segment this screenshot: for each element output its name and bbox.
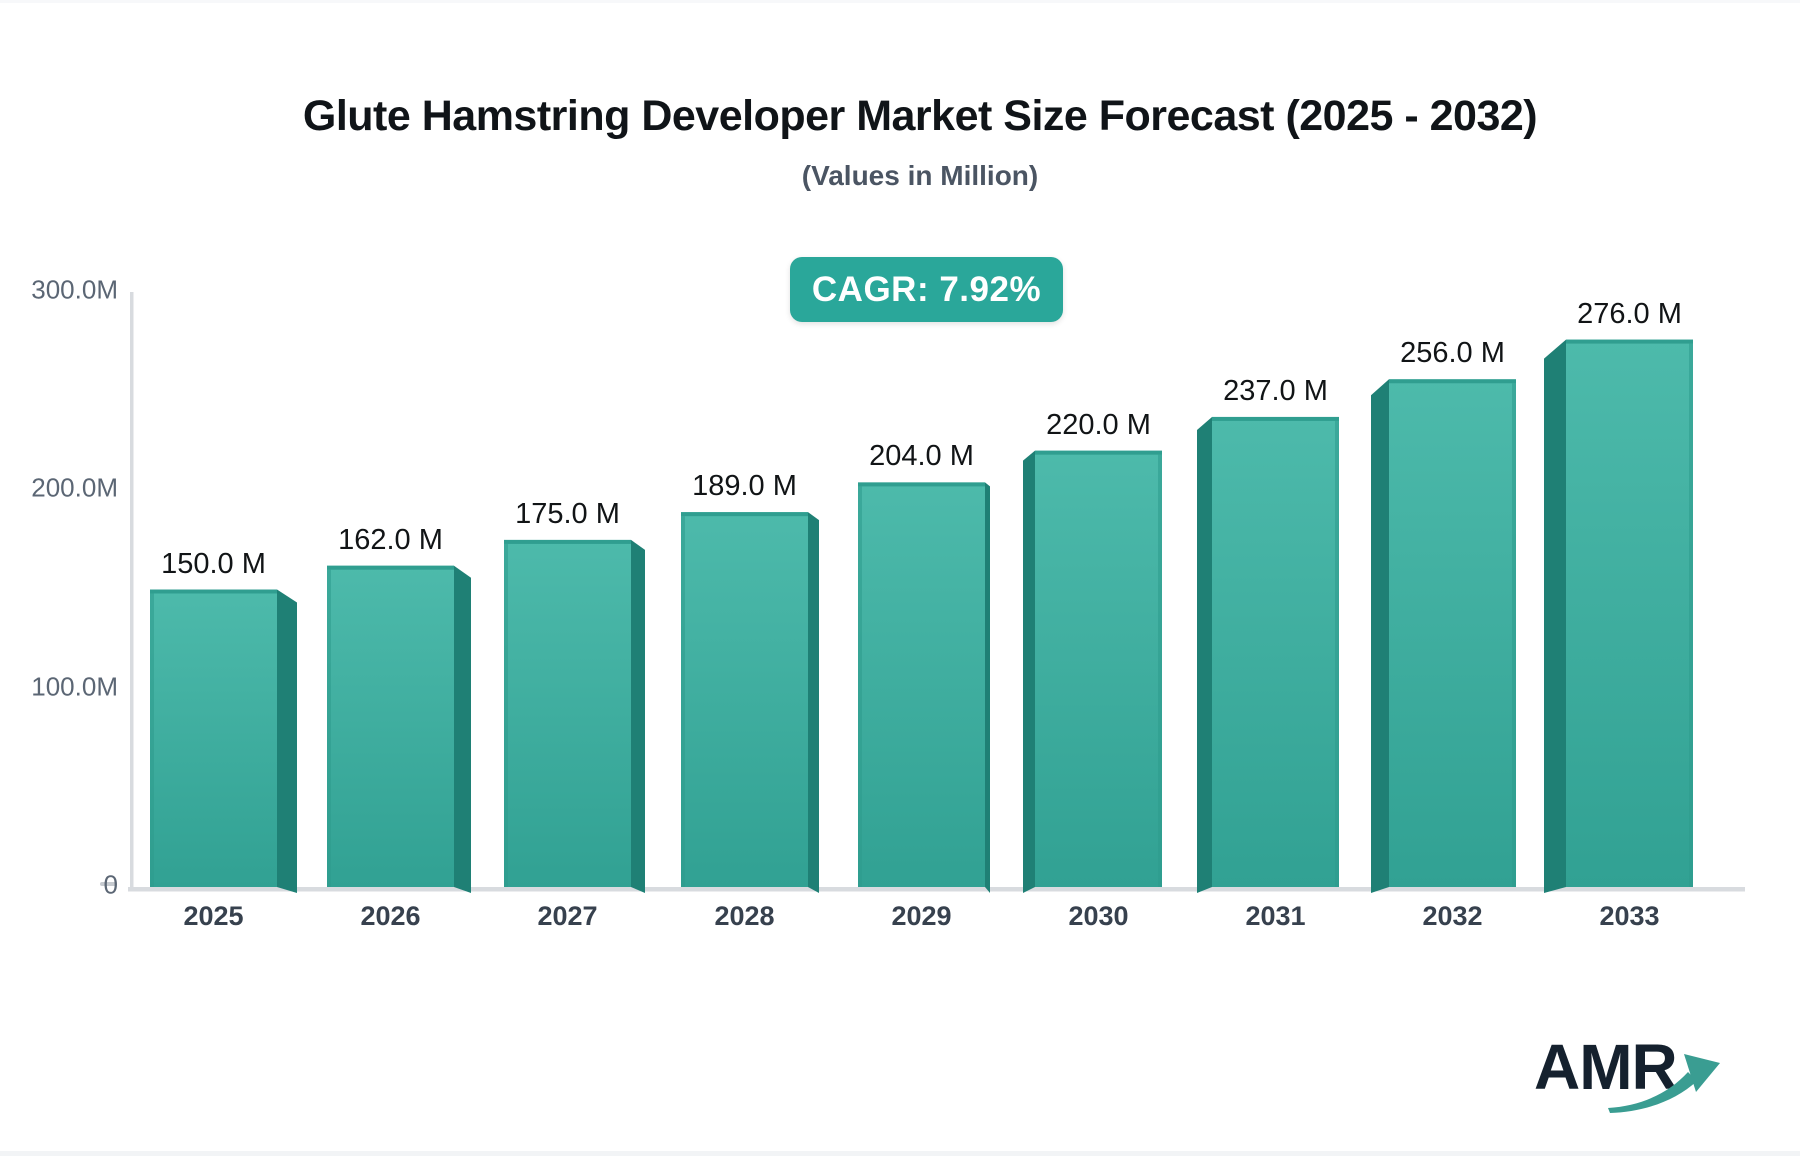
bar-side-face [985,482,990,893]
x-tick-label: 2029 [891,901,952,931]
x-tick-label: 2032 [1422,901,1483,931]
bar-side-face [631,539,645,893]
cagr-badge-label: CAGR: 7.92% [811,269,1042,309]
bar-value-label: 204.0 M [869,440,974,473]
cagr-badge: CAGR: 7.92% [790,257,1063,322]
y-axis-zero-tick [100,882,117,886]
top-edge-strip [0,0,1800,3]
bar-side-face [277,589,297,893]
bottom-edge-strip [0,1151,1800,1156]
bar-top-edge [150,589,277,594]
bar-value-label: 162.0 M [338,523,443,556]
bar-value-label: 189.0 M [692,470,797,503]
bar-outer-edge [858,486,862,887]
bar-value-label: 150.0 M [161,547,266,580]
y-tick-label: 0 [103,869,118,900]
bar-outer-edge [1512,383,1516,887]
bar-top-edge [1389,379,1516,384]
bar-2028 [681,512,808,887]
x-tick-label: 2027 [537,901,598,931]
bar-side-face [808,512,819,893]
x-tick-label: 2026 [360,901,421,931]
chart-title: Glute Hamstring Developer Market Size Fo… [302,92,1538,140]
bar-top-edge [681,512,808,517]
bar-outer-edge [681,516,685,887]
bar-outer-edge [1335,420,1339,887]
bar-top-edge [327,565,454,570]
x-tick-label: 2033 [1599,901,1660,931]
bar-value-label: 220.0 M [1046,408,1151,441]
bar-top-edge [1035,450,1162,455]
bar-side-face [1371,379,1389,893]
bar-outer-edge [1158,454,1162,887]
chart-subtitle: (Values in Million) [801,160,1039,191]
bar-value-label: 175.0 M [515,497,620,530]
bar-outer-edge [1689,343,1693,888]
bar-outer-edge [504,543,508,887]
bar-side-face [1023,450,1035,893]
x-axis-line [128,887,1745,892]
amr-logo-text: AMR [1534,1031,1678,1103]
bar-2032 [1389,379,1516,887]
bar-side-face [1197,416,1212,893]
growth-arrow-icon [1608,1054,1720,1113]
bar-value-label: 276.0 M [1577,297,1682,330]
x-tick-label: 2028 [714,901,775,931]
bar-top-edge [1566,339,1693,344]
bar-side-face [454,565,471,893]
bar-top-edge [1212,416,1339,421]
bar-2030 [1035,450,1162,887]
bar-2025 [150,589,277,887]
bar-outer-edge [150,593,154,887]
x-tick-label: 2025 [183,901,244,931]
bar-2029 [858,482,985,887]
bar-value-label: 237.0 M [1223,374,1328,407]
y-tick-label: 200.0M [31,472,118,503]
bar-2026 [327,565,454,887]
bar-top-edge [858,482,985,487]
bar-top-edge [504,539,631,544]
x-tick-label: 2031 [1245,901,1306,931]
x-tick-label: 2030 [1068,901,1129,931]
bar-2027 [504,539,631,887]
y-tick-label: 300.0M [31,274,118,305]
bar-2031 [1212,416,1339,887]
bar-outer-edge [327,569,331,887]
amr-logo: AMR [1528,1030,1728,1120]
bar-value-label: 256.0 M [1400,337,1505,370]
bar-side-face [1544,339,1566,894]
bar-2033 [1566,339,1693,888]
y-tick-label: 100.0M [31,671,118,702]
y-axis-line [130,292,134,891]
